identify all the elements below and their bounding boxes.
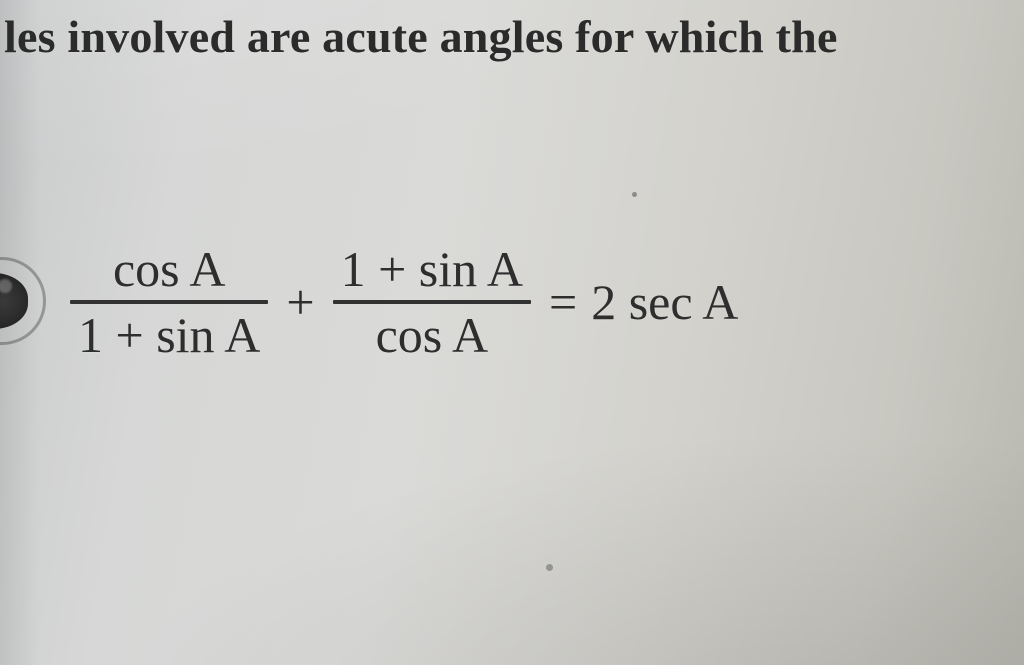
equation-rhs: = 2 sec A — [549, 273, 738, 331]
fraction-1: cos A 1 + sin A — [70, 238, 268, 366]
scanned-page: les involved are acute angles for which … — [0, 0, 1024, 665]
fraction-2: 1 + sin A cos A — [333, 238, 531, 366]
fraction-2-denominator: cos A — [368, 304, 497, 366]
equation-row: cos A 1 + sin A + 1 + sin A cos A = 2 se… — [0, 238, 1024, 366]
fraction-1-denominator: 1 + sin A — [70, 304, 268, 366]
rhs-value: 2 sec A — [591, 273, 738, 331]
fraction-1-numerator: cos A — [105, 238, 234, 300]
item-marker — [0, 257, 48, 347]
equation: cos A 1 + sin A + 1 + sin A cos A = 2 se… — [70, 238, 738, 366]
speck-icon — [632, 192, 637, 197]
plus-operator: + — [286, 273, 314, 331]
page-heading: les involved are acute angles for which … — [4, 10, 1014, 63]
equals-operator: = — [549, 273, 577, 331]
speck-icon — [546, 564, 553, 571]
fraction-2-numerator: 1 + sin A — [333, 238, 531, 300]
